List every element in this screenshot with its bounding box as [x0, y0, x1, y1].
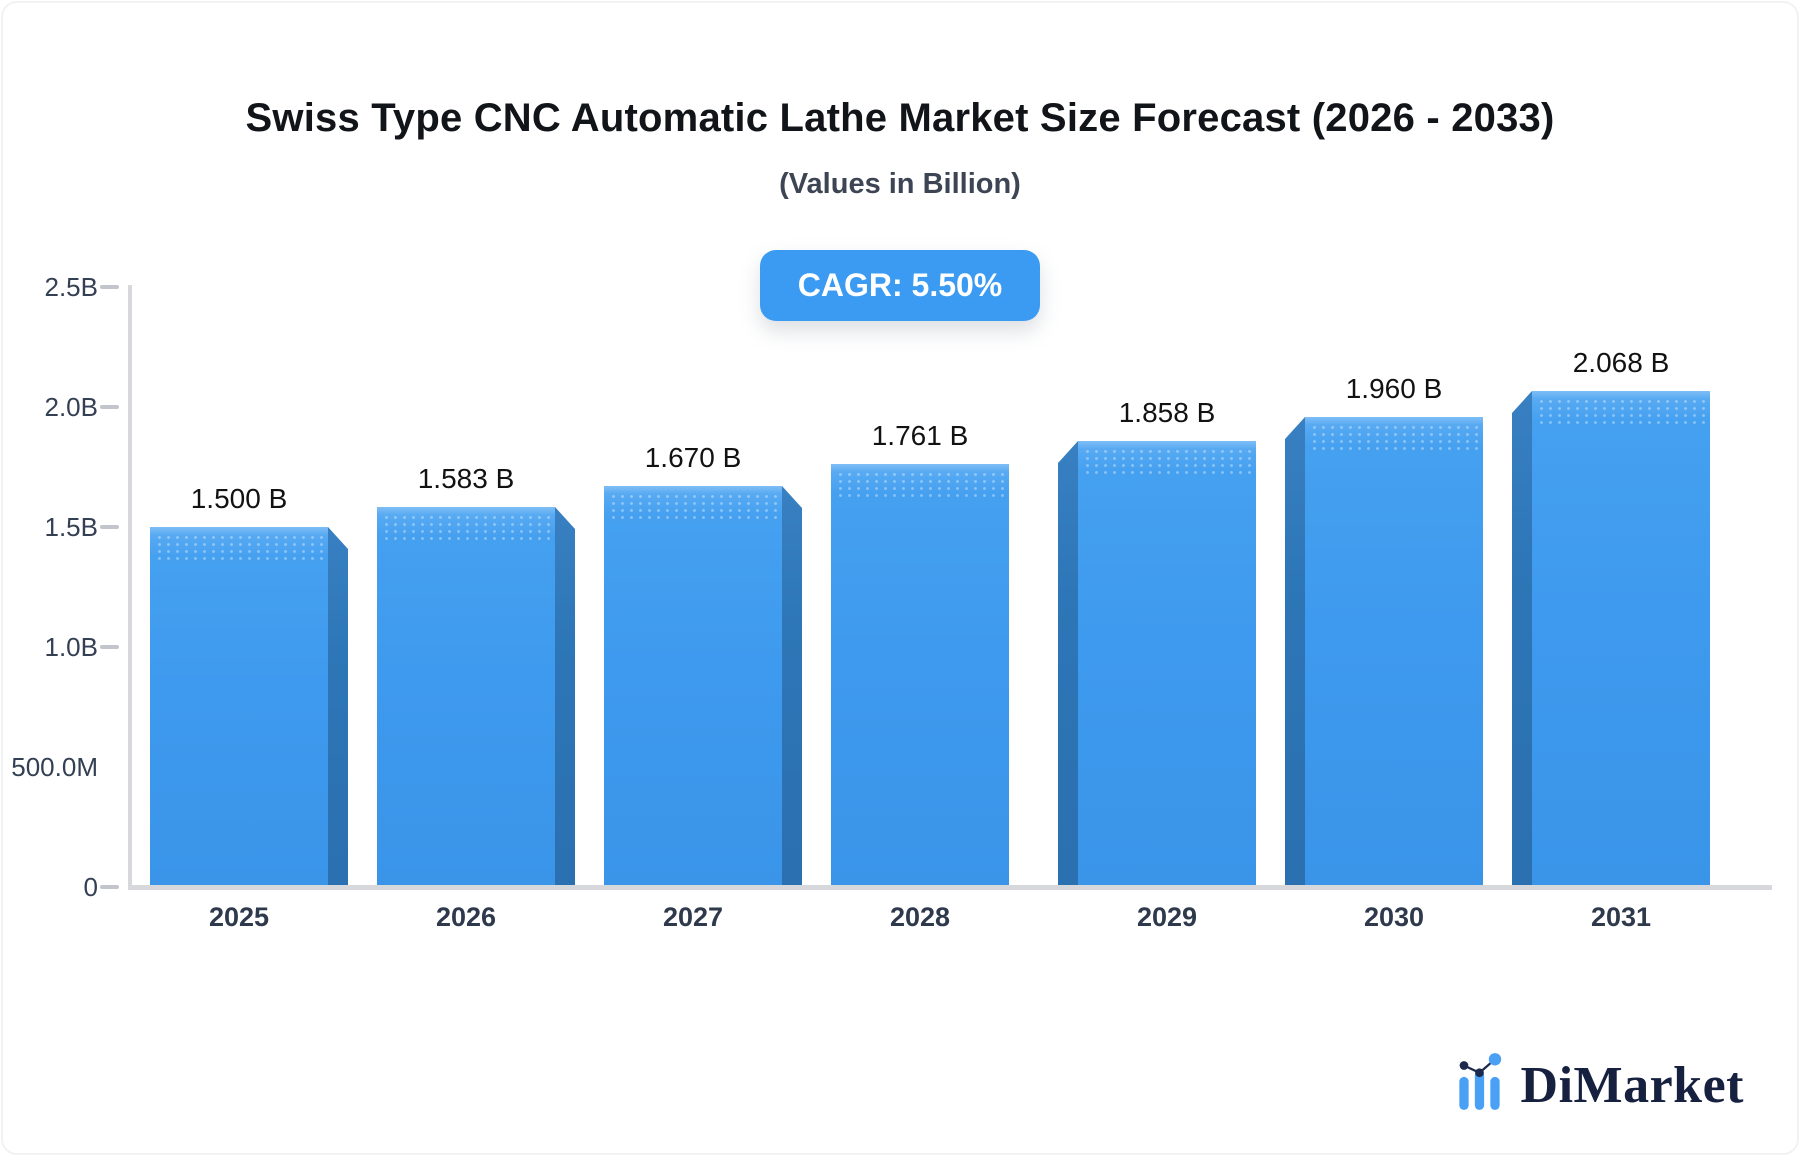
bar: [1078, 441, 1256, 885]
bar: [604, 486, 782, 885]
brand-logo-text: DiMarket: [1520, 1057, 1744, 1114]
y-tick-mark: [100, 285, 119, 289]
y-tick-label: 1.0B: [44, 632, 99, 662]
bar-side: [782, 486, 802, 885]
bar: [1532, 391, 1710, 885]
bar: [377, 507, 555, 885]
y-tick-label: 0: [83, 872, 98, 902]
cagr-badge-wrap: CAGR: 5.50%: [0, 250, 1800, 321]
y-tick-mark: [100, 405, 119, 409]
chart-title: Swiss Type CNC Automatic Lathe Market Si…: [245, 96, 1555, 140]
bar-chart-icon: [1458, 1053, 1501, 1110]
y-tick-label: 2.0B: [44, 392, 99, 422]
x-axis: [128, 885, 1772, 890]
bar-value-label: 1.583 B: [417, 463, 515, 494]
x-axis-label: 2031: [1590, 902, 1652, 932]
brand-logo: DiMarket: [1452, 1050, 1744, 1112]
bar: [1305, 417, 1483, 885]
y-tick-label: 2.5B: [44, 272, 99, 302]
bar-side: [1285, 417, 1305, 885]
y-tick-mark: [100, 885, 119, 889]
y-tick-mark: [100, 645, 119, 649]
bar-value-label: 1.670 B: [644, 442, 742, 473]
bar-value-label: 1.761 B: [871, 420, 969, 451]
bar: [831, 464, 1009, 885]
bar-side: [328, 527, 348, 885]
cagr-badge: CAGR: 5.50%: [759, 250, 1041, 321]
bar-side: [1512, 391, 1532, 885]
bar-value-label: 1.858 B: [1118, 397, 1216, 428]
y-axis: [128, 285, 132, 889]
y-tick-mark: [100, 525, 119, 529]
x-axis-label: 2026: [435, 902, 497, 932]
x-axis-label: 2029: [1136, 902, 1198, 932]
x-axis-label: 2027: [662, 902, 724, 932]
x-axis-label: 2025: [208, 902, 270, 932]
x-axis-label: 2028: [889, 902, 951, 932]
y-tick-label: 1.5B: [44, 512, 99, 542]
bar: [150, 527, 328, 885]
x-axis-label: 2030: [1363, 902, 1425, 932]
bar-side: [1058, 441, 1078, 885]
bar-value-label: 1.500 B: [190, 483, 288, 514]
bar-value-label: 1.960 B: [1345, 373, 1443, 404]
chart-subtitle: (Values in Billion): [779, 168, 1021, 200]
y-tick-label: 500.0M: [11, 752, 98, 782]
bar-side: [555, 507, 575, 885]
bar-value-label: 2.068 B: [1572, 347, 1670, 378]
